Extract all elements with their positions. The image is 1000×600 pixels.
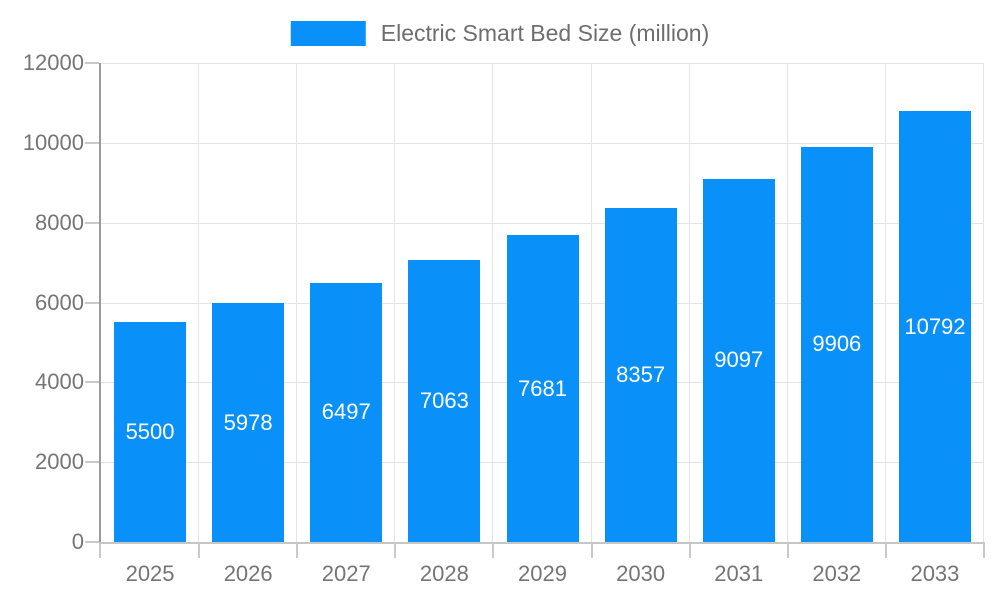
- y-axis-tick: [85, 461, 99, 464]
- gridline-vertical: [884, 63, 886, 542]
- bar-value-label: 9906: [812, 331, 862, 357]
- legend-label: Electric Smart Bed Size (million): [380, 20, 710, 46]
- x-axis-tick: [983, 542, 985, 558]
- bar-value-label: 5500: [125, 419, 175, 445]
- y-tick-label: 8000: [35, 209, 84, 235]
- x-axis-tick: [394, 542, 397, 558]
- y-axis-tick: [85, 141, 99, 144]
- legend-swatch-icon: [290, 21, 366, 46]
- x-tick-label: 2031: [714, 561, 764, 586]
- chart-legend[interactable]: Electric Smart Bed Size (million): [290, 20, 710, 47]
- bar-2027: 6497: [310, 282, 383, 542]
- x-tick-label: 2033: [910, 561, 960, 586]
- bar-2026: 5978: [212, 303, 285, 542]
- bar-2030: 8357: [604, 208, 677, 542]
- gridline-vertical: [983, 63, 984, 542]
- x-axis-tick: [296, 542, 299, 558]
- x-tick-label: 2027: [321, 561, 371, 586]
- x-axis-tick: [590, 542, 593, 558]
- y-tick-label: 2000: [35, 449, 84, 475]
- x-axis-tick: [99, 542, 101, 558]
- y-axis-tick: [85, 381, 99, 384]
- y-axis-tick: [85, 301, 99, 304]
- gridline-horizontal: [101, 142, 984, 144]
- y-tick-label: 12000: [22, 50, 84, 75]
- x-axis-tick: [884, 542, 887, 558]
- y-axis-tick: [85, 221, 99, 224]
- gridline-horizontal: [101, 222, 984, 224]
- bar-2031: 9097: [702, 178, 775, 542]
- bar-value-label: 7063: [419, 388, 469, 414]
- x-tick-label: 2029: [518, 561, 567, 586]
- bar-2028: 7063: [408, 260, 481, 542]
- bar-value-label: 10792: [904, 313, 966, 339]
- bar-value-label: 5978: [223, 409, 273, 435]
- gridline-vertical: [296, 63, 298, 542]
- x-tick-label: 2028: [419, 561, 469, 586]
- gridline-vertical: [590, 63, 592, 542]
- bar-2033: 10792: [898, 111, 971, 542]
- gridline-vertical: [492, 63, 494, 542]
- y-tick-label: 10000: [22, 129, 84, 155]
- bar-2029: 7681: [506, 235, 579, 542]
- x-axis-tick: [688, 542, 691, 558]
- bar-2032: 9906: [800, 146, 873, 542]
- bar-value-label: 9097: [714, 347, 764, 373]
- gridline-vertical: [688, 63, 690, 542]
- bar-value-label: 7681: [518, 375, 567, 401]
- gridline-vertical: [198, 63, 200, 542]
- y-tick-label: 4000: [35, 369, 84, 395]
- x-axis-tick: [198, 542, 201, 558]
- gridline-vertical: [786, 63, 788, 542]
- y-tick-label: 0: [71, 529, 84, 554]
- y-tick-label: 6000: [35, 289, 84, 315]
- x-axis-tick: [786, 542, 789, 558]
- y-axis-tick: [85, 62, 99, 64]
- x-axis-tick: [492, 542, 495, 558]
- bar-2025: 5500: [114, 322, 187, 542]
- bar-value-label: 6497: [321, 399, 371, 425]
- y-axis-line: [99, 63, 101, 542]
- x-tick-label: 2032: [812, 561, 862, 586]
- bar-value-label: 8357: [616, 362, 666, 388]
- x-tick-label: 2025: [125, 561, 175, 586]
- x-tick-label: 2030: [616, 561, 666, 586]
- plot-area: 5500 5978 6497 7063 7681 8357 9097 9906 10792: [85, 62, 985, 558]
- y-axis-tick: [85, 541, 99, 543]
- x-tick-label: 2026: [223, 561, 273, 586]
- x-axis-line: [99, 542, 984, 544]
- gridline-vertical: [394, 63, 396, 542]
- gridline-horizontal: [101, 63, 984, 64]
